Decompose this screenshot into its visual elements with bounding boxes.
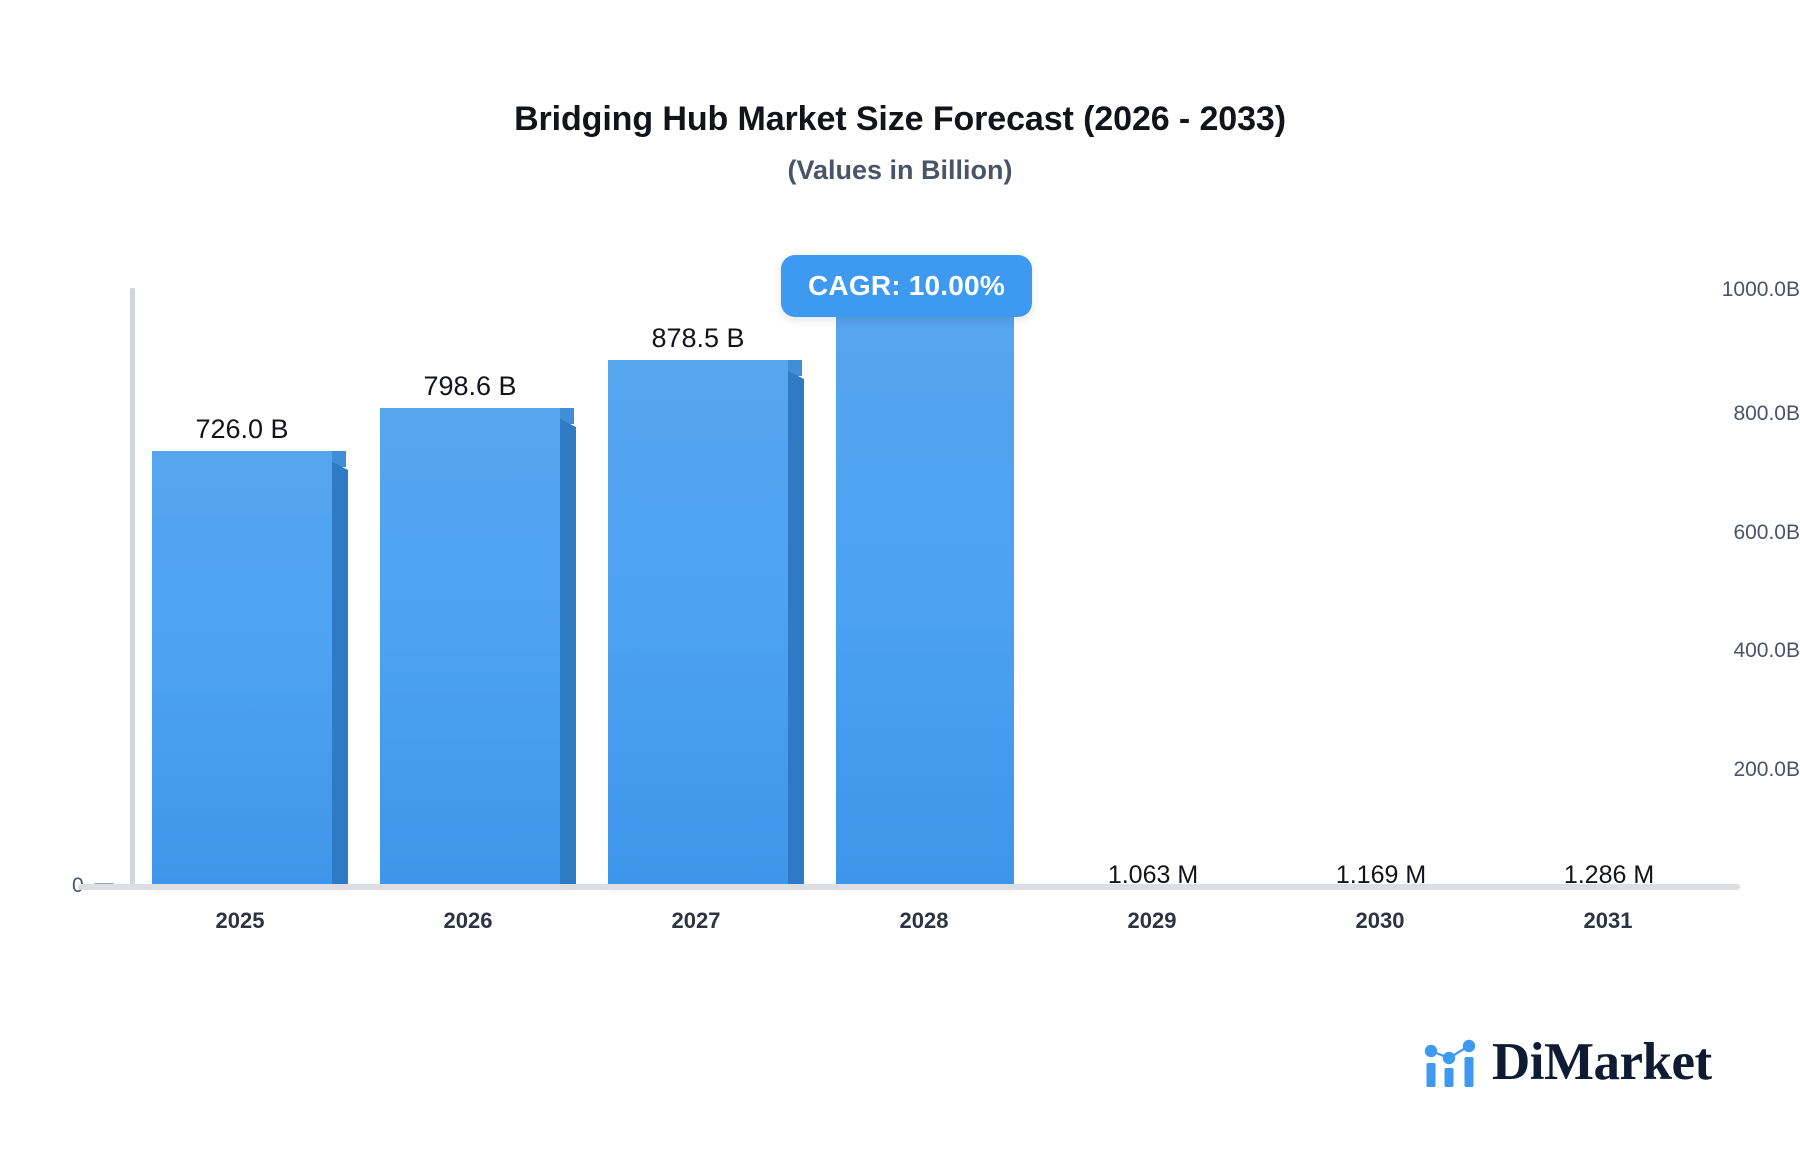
bar-value-label-2026: 798.6 B [423,371,517,401]
bar-chart-icon [1424,1039,1476,1087]
bar-side-2025 [332,462,348,884]
x-tick-label-2029: 2029 [1127,908,1177,933]
x-tick-label-2025: 2025 [215,908,265,933]
x-tick-label-2027: 2027 [671,908,721,933]
x-axis-line [78,884,1740,890]
x-tick-label-2030: 2030 [1355,908,1405,933]
title-block: Bridging Hub Market Size Forecast (2026 … [0,100,1800,186]
x-tick-label-2028: 2028 [899,908,949,933]
page-title: Bridging Hub Market Size Forecast (2026 … [514,100,1286,138]
y-tick-label-200: 200.0B [1733,758,1800,781]
bar-value-label-2025: 726.0 B [195,414,289,444]
chart-subtitle: (Values in Billion) [787,155,1013,186]
bar-2026[interactable] [380,408,560,884]
bar-2025[interactable] [152,451,332,884]
bar-value-label-2027: 878.5 B [651,323,745,353]
bar-side-2027 [788,371,804,884]
x-tick-label-2026: 2026 [443,908,493,933]
bar-2027[interactable] [608,360,788,884]
brand-logo: DiMarket [1424,1036,1712,1089]
bar-2028[interactable] [836,308,1014,884]
brand-logo-text: DiMarket [1492,1033,1712,1091]
y-tick-label-0: 0 [72,874,84,898]
y-tick-label-1000: 1000.0B [1721,278,1800,301]
bar-side-2026 [560,419,576,884]
y-tick-label-400: 400.0B [1733,639,1800,662]
cagr-badge-label: CAGR: 10.00% [808,270,1005,301]
cagr-badge[interactable]: CAGR: 10.00% [781,255,1032,317]
y-tick-label-600: 600.0B [1733,521,1800,544]
y-tick-label-800: 800.0B [1733,402,1800,425]
y-axis-line [130,288,135,886]
x-tick-label-2031: 2031 [1583,908,1633,933]
